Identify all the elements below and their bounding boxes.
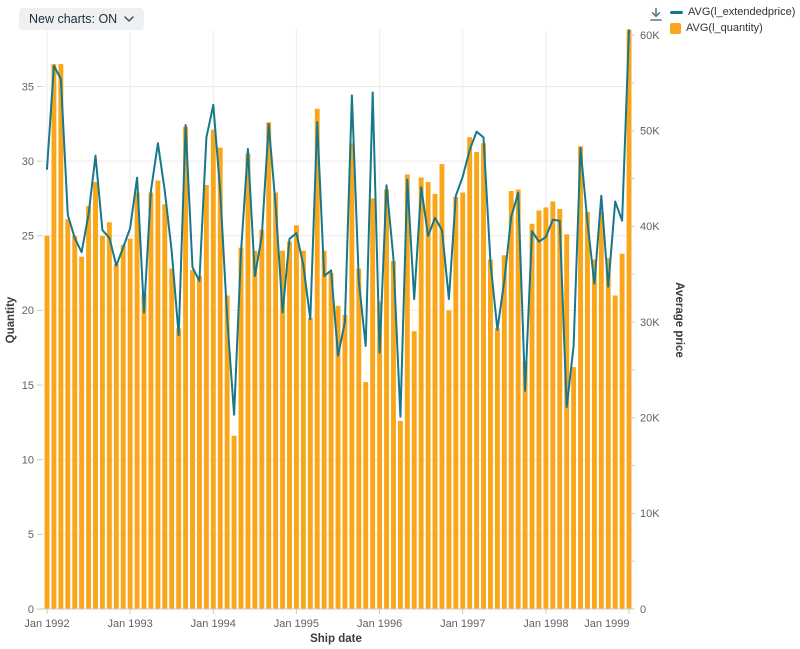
- chevron-down-icon: [124, 16, 134, 22]
- y-right-tick-label: 50K: [640, 126, 660, 138]
- y-right-tick-label: 40K: [640, 221, 660, 233]
- y-left-tick-label: 15: [22, 380, 34, 392]
- y-left-tick-label: 30: [22, 156, 34, 168]
- legend-label-quantity: AVG(l_quantity): [686, 22, 763, 34]
- line-series[interactable]: [46, 29, 630, 418]
- y-left-tick-label: 0: [28, 604, 34, 616]
- y-right-axis-title: Average price: [673, 282, 685, 358]
- download-button[interactable]: [647, 5, 665, 23]
- y-right-tick-label: 10K: [640, 508, 660, 520]
- y-axis-right: 0 10K 20K 30K 40K 50K 60K Average price: [629, 30, 685, 616]
- line-swatch-icon: [670, 11, 683, 14]
- y-left-tick-label: 35: [22, 81, 34, 93]
- y-left-tick-label: 5: [28, 529, 34, 541]
- y-left-axis-title: Quantity: [5, 296, 17, 343]
- x-tick-label: Jan 1995: [274, 618, 319, 630]
- bars-series[interactable]: [44, 29, 632, 610]
- y-right-tick-label: 0: [640, 604, 646, 616]
- legend: AVG(l_extendedprice) AVG(l_quantity): [670, 6, 795, 35]
- x-tick-label: Jan 1992: [24, 618, 69, 630]
- y-right-tick-label: 30K: [640, 317, 660, 329]
- x-tick-label: Jan 1993: [107, 618, 152, 630]
- y-right-tick-label: 20K: [640, 413, 660, 425]
- x-tick-label: Jan 1996: [357, 618, 402, 630]
- x-tick-label: Jan 1994: [191, 618, 236, 630]
- x-tick-label: Jan 1997: [440, 618, 485, 630]
- x-tick-label: Jan 1999: [584, 618, 629, 630]
- y-right-tick-label: 60K: [640, 30, 660, 42]
- x-axis-title: Ship date: [310, 633, 362, 645]
- new-charts-toggle[interactable]: New charts: ON: [19, 8, 145, 30]
- bar-swatch-icon: [670, 23, 681, 34]
- legend-item-extendedprice[interactable]: AVG(l_extendedprice): [670, 6, 795, 19]
- y-left-tick-label: 10: [22, 455, 34, 467]
- download-icon: [650, 7, 662, 21]
- y-left-tick-label: 20: [22, 305, 34, 317]
- y-left-tick-label: 25: [22, 231, 34, 243]
- y-axis-left: 0 5 10 15 20 25 30 35 Quantity: [5, 81, 42, 616]
- legend-label-extendedprice: AVG(l_extendedprice): [688, 6, 796, 18]
- x-tick-label: Jan 1998: [523, 618, 568, 630]
- legend-item-quantity[interactable]: AVG(l_quantity): [670, 22, 795, 35]
- new-charts-label: New charts: ON: [29, 12, 118, 26]
- x-axis: Jan 1992 Jan 1993 Jan 1994 Jan 1995 Jan 1996…: [24, 608, 635, 645]
